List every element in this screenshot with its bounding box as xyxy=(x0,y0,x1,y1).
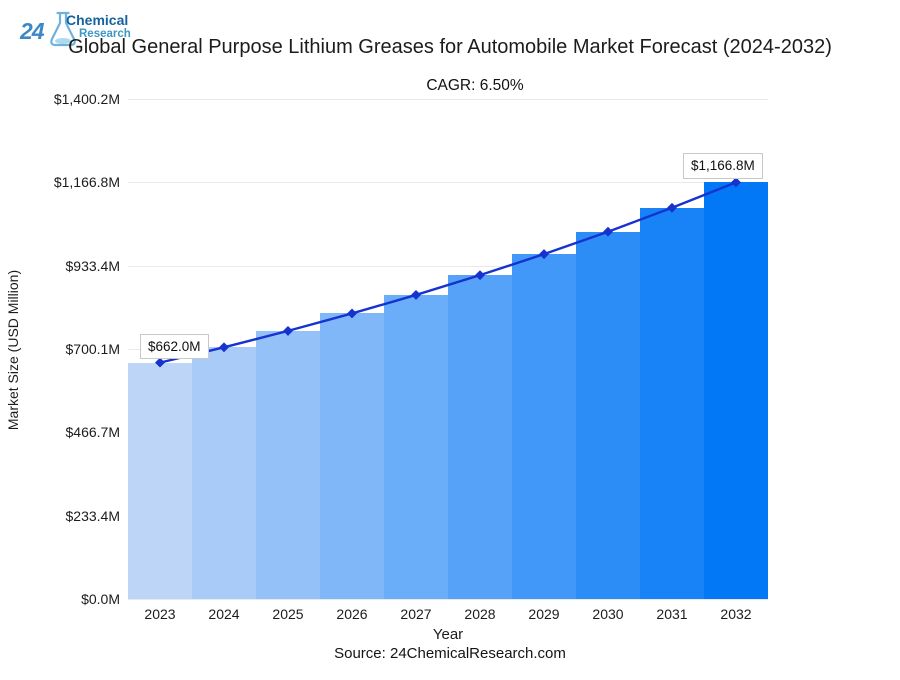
source-caption: Source: 24ChemicalResearch.com xyxy=(334,645,566,662)
x-tick-label: 2029 xyxy=(528,606,560,622)
bar-2032 xyxy=(704,182,768,599)
bar-2025 xyxy=(256,330,320,599)
bar-2030 xyxy=(576,231,640,599)
x-tick-label: 2027 xyxy=(400,606,432,622)
plot-area: $662.0M $1,166.8M xyxy=(128,99,768,600)
gridline xyxy=(128,265,768,267)
line-marker xyxy=(283,325,293,336)
x-tick-label: 2026 xyxy=(336,606,368,622)
bar-2031 xyxy=(640,207,704,599)
logo-text-research: Research xyxy=(79,28,131,40)
line-marker xyxy=(219,342,229,353)
data-label: $662.0M xyxy=(140,333,209,360)
line-marker xyxy=(475,270,485,281)
x-axis-title: Year xyxy=(432,626,464,643)
x-tick-label: 2023 xyxy=(144,606,176,622)
flask-icon xyxy=(50,11,76,47)
brand-logo: 24 Chemical Research xyxy=(20,9,140,51)
chart-subtitle: CAGR: 6.50% xyxy=(426,77,524,94)
gridline xyxy=(128,99,768,100)
y-tick-label: $466.7M xyxy=(65,424,120,441)
x-tick-label: 2025 xyxy=(272,606,304,622)
line-marker xyxy=(347,308,357,319)
y-axis-ticks: $0.0M $233.4M $466.7M $700.1M $933.4M $1,166.… xyxy=(0,91,120,607)
y-tick-label: $0.0M xyxy=(81,591,120,607)
y-tick-label: $233.4M xyxy=(65,507,120,524)
bar-2027 xyxy=(384,294,448,599)
logo-text-chemical: Chemical xyxy=(66,12,129,28)
y-tick-label: $700.1M xyxy=(65,341,120,357)
y-tick-label: $1,400.2M xyxy=(53,91,120,107)
line-marker xyxy=(603,226,613,237)
x-tick-label: 2030 xyxy=(592,606,624,622)
y-tick-label: $1,166.8M xyxy=(53,174,120,191)
logo-number: 24 xyxy=(20,18,45,44)
chart-title: Global General Purpose Lithium Greases f… xyxy=(68,36,832,58)
y-tick-label: $933.4M xyxy=(65,257,120,274)
x-tick-label: 2032 xyxy=(720,606,752,622)
x-tick-label: 2024 xyxy=(208,606,240,622)
line-marker xyxy=(667,202,677,213)
data-label: $1,166.8M xyxy=(683,153,763,179)
bar-2026 xyxy=(320,313,384,599)
line-marker xyxy=(731,177,741,188)
bar-2023 xyxy=(128,362,192,599)
gridline xyxy=(128,599,768,600)
bar-2024 xyxy=(192,347,256,599)
line-marker xyxy=(539,249,549,260)
trend-line-svg xyxy=(155,177,741,368)
bar-2029 xyxy=(512,254,576,599)
x-tick-label: 2031 xyxy=(656,606,688,622)
gridline xyxy=(128,182,768,184)
bar-2028 xyxy=(448,275,512,599)
line-marker xyxy=(411,289,421,300)
x-axis-ticks: 2023 2024 2025 2026 2027 2028 2029 2030 2031 2032 xyxy=(128,606,768,626)
x-tick-label: 2028 xyxy=(464,606,496,622)
